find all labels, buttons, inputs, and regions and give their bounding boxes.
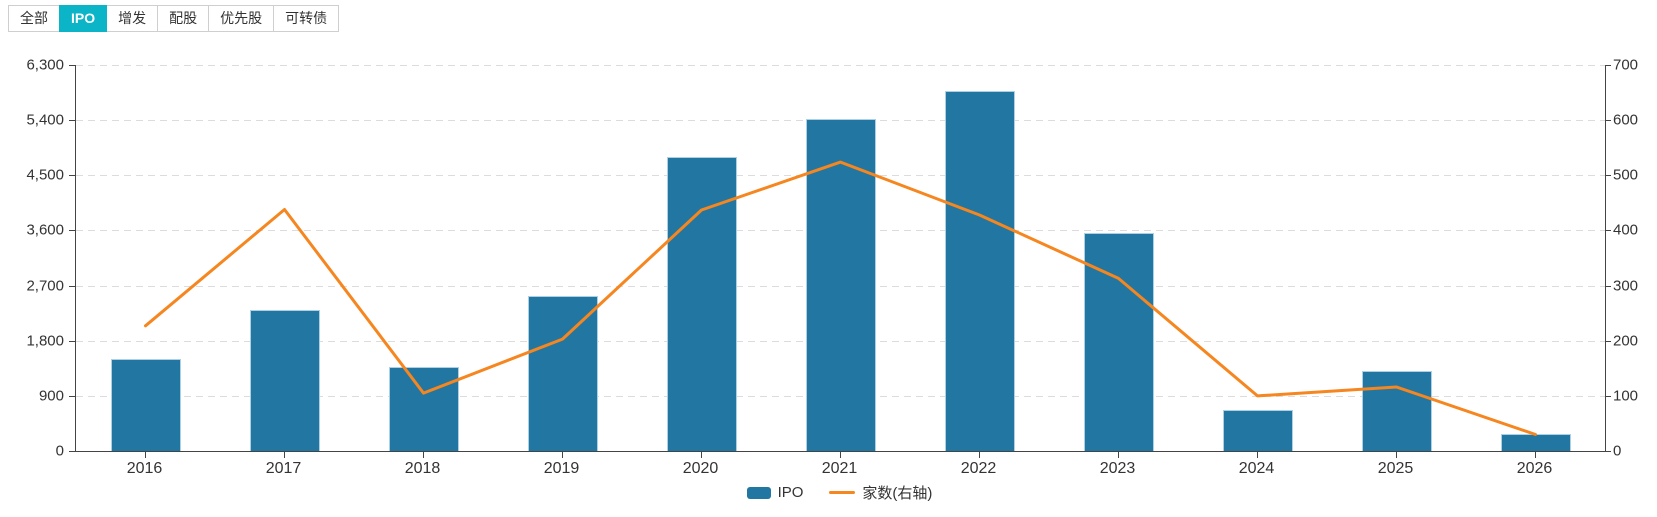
left-axis-tickmark bbox=[69, 395, 75, 397]
x-axis-label-2025: 2025 bbox=[1377, 460, 1414, 477]
legend-label-line: 家数(右轴) bbox=[862, 485, 933, 502]
x-axis-tickmark bbox=[1534, 452, 1536, 458]
tab-ipo[interactable]: IPO bbox=[59, 5, 108, 32]
x-axis-tickmark bbox=[700, 452, 702, 458]
line-series-layer bbox=[144, 160, 1537, 436]
left-axis-tick-label: 4,500 bbox=[26, 166, 64, 184]
x-axis-label-2018: 2018 bbox=[404, 460, 441, 477]
x-axis-tickmark bbox=[978, 452, 980, 458]
right-axis-tickmark bbox=[1605, 175, 1611, 177]
left-axis-tickmark bbox=[69, 175, 75, 177]
x-axis-tickmark bbox=[839, 452, 841, 458]
x-axis-label-2022: 2022 bbox=[960, 460, 997, 477]
bar-2018[interactable] bbox=[388, 366, 459, 451]
x-axis-tickmark bbox=[1256, 452, 1258, 458]
right-axis-tick-label: 500 bbox=[1613, 166, 1639, 184]
right-axis-tick-label: 0 bbox=[1613, 442, 1622, 460]
x-axis-label-2019: 2019 bbox=[543, 460, 580, 477]
bar-2016[interactable] bbox=[110, 359, 181, 451]
right-axis-tick-label: 400 bbox=[1613, 221, 1639, 239]
right-axis-tickmark bbox=[1605, 65, 1611, 66]
left-axis-tick-label: 900 bbox=[38, 387, 64, 405]
x-axis-tickmark bbox=[283, 452, 285, 458]
x-axis-tickmark bbox=[561, 452, 563, 458]
x-axis-tickmark bbox=[144, 452, 146, 458]
x-axis-label-2017: 2017 bbox=[265, 460, 302, 477]
x-axis-label-2024: 2024 bbox=[1238, 460, 1275, 477]
bar-2024[interactable] bbox=[1222, 409, 1293, 451]
right-axis-tickmark bbox=[1605, 285, 1611, 287]
legend-item-line[interactable]: 家数(右轴) bbox=[829, 482, 932, 503]
right-axis-tickmark bbox=[1605, 340, 1611, 342]
left-axis-tickmark bbox=[69, 451, 75, 452]
x-axis-tickmark bbox=[422, 452, 424, 458]
tab-convertible[interactable]: 可转债 bbox=[273, 5, 340, 32]
left-axis-tickmark bbox=[69, 340, 75, 342]
right-axis-tick-label: 600 bbox=[1613, 111, 1639, 129]
x-axis-label-2016: 2016 bbox=[126, 460, 163, 477]
left-axis-tick-label: 2,700 bbox=[26, 277, 64, 295]
legend-item-ipo[interactable]: IPO bbox=[746, 484, 804, 501]
tab-rights[interactable]: 配股 bbox=[157, 5, 210, 32]
bar-2019[interactable] bbox=[527, 295, 598, 451]
bar-2025[interactable] bbox=[1361, 370, 1432, 451]
right-axis-tickmark bbox=[1605, 120, 1611, 122]
left-axis-tick-label: 5,400 bbox=[26, 111, 64, 129]
right-axis-tickmark bbox=[1605, 395, 1611, 397]
left-axis-tickmark bbox=[69, 285, 75, 287]
line-series bbox=[144, 160, 1537, 436]
bar-2022[interactable] bbox=[944, 91, 1015, 451]
x-axis-label-2023: 2023 bbox=[1099, 460, 1136, 477]
filter-tabs: 全部 IPO 增发 配股 优先股 可转债 bbox=[8, 5, 340, 32]
left-axis-tick-label: 6,300 bbox=[26, 56, 64, 74]
right-axis-tick-label: 300 bbox=[1613, 277, 1639, 295]
line-swatch-icon bbox=[829, 491, 856, 494]
left-axis-tick-label: 0 bbox=[55, 442, 64, 460]
left-axis-tick-label: 1,800 bbox=[26, 332, 64, 350]
bar-2021[interactable] bbox=[805, 118, 876, 451]
tab-all[interactable]: 全部 bbox=[8, 5, 60, 32]
right-axis-tick-label: 100 bbox=[1613, 387, 1639, 405]
legend-label-ipo: IPO bbox=[777, 484, 804, 501]
tab-preferred[interactable]: 优先股 bbox=[208, 5, 275, 32]
left-axis-tickmark bbox=[69, 120, 75, 122]
x-axis-label-2026: 2026 bbox=[1516, 460, 1553, 477]
chart-legend: IPO 家数(右轴) bbox=[75, 482, 1604, 503]
right-axis-tick-label: 200 bbox=[1613, 332, 1639, 350]
plot-area bbox=[75, 65, 1606, 452]
bar-swatch-icon bbox=[746, 486, 771, 499]
gridline bbox=[76, 65, 1605, 66]
right-axis-tickmark bbox=[1605, 230, 1611, 232]
left-axis-tickmark bbox=[69, 65, 75, 66]
left-axis-tick-label: 3,600 bbox=[26, 221, 64, 239]
bar-2017[interactable] bbox=[249, 310, 320, 451]
x-axis-label-2021: 2021 bbox=[821, 460, 858, 477]
x-axis-tickmark bbox=[1395, 452, 1397, 458]
x-axis-label-2020: 2020 bbox=[682, 460, 719, 477]
left-axis-tickmark bbox=[69, 230, 75, 232]
right-axis-tick-label: 700 bbox=[1613, 56, 1639, 74]
bar-2020[interactable] bbox=[666, 157, 737, 451]
right-axis-tickmark bbox=[1605, 451, 1611, 452]
tab-additional[interactable]: 增发 bbox=[106, 5, 159, 32]
x-axis-tickmark bbox=[1117, 452, 1119, 458]
